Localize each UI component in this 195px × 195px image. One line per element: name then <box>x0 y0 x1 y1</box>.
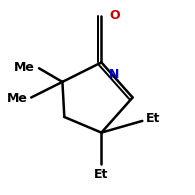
Text: Et: Et <box>146 113 161 125</box>
Text: Me: Me <box>6 92 27 105</box>
Text: Et: Et <box>94 168 109 181</box>
Text: Me: Me <box>14 61 35 74</box>
Text: N: N <box>109 68 120 81</box>
Text: O: O <box>109 9 120 22</box>
